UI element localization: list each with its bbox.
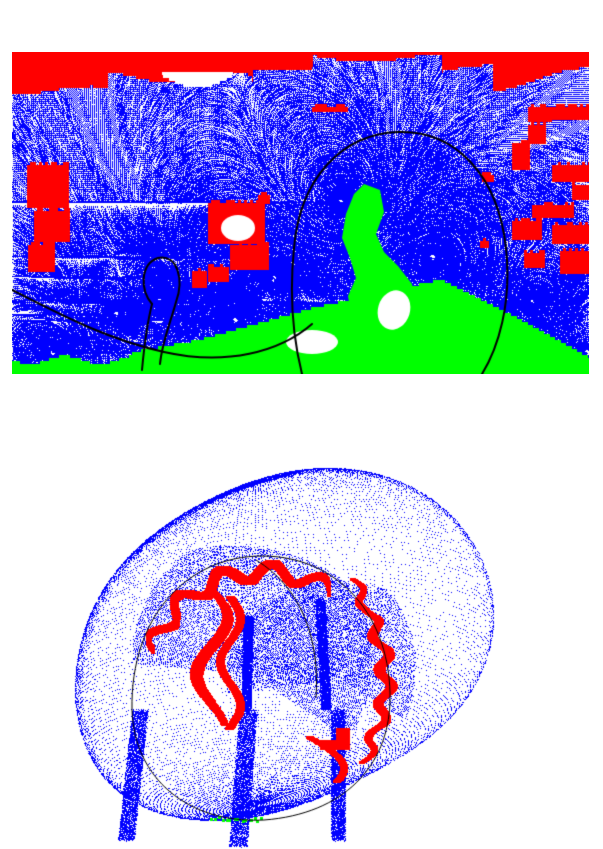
bottom-panel-globe-canvas xyxy=(20,410,520,849)
three-dimensional-globe-panel xyxy=(20,410,520,849)
rectangular-projection-panel xyxy=(12,52,589,374)
top-panel-streamline-canvas xyxy=(12,52,589,374)
